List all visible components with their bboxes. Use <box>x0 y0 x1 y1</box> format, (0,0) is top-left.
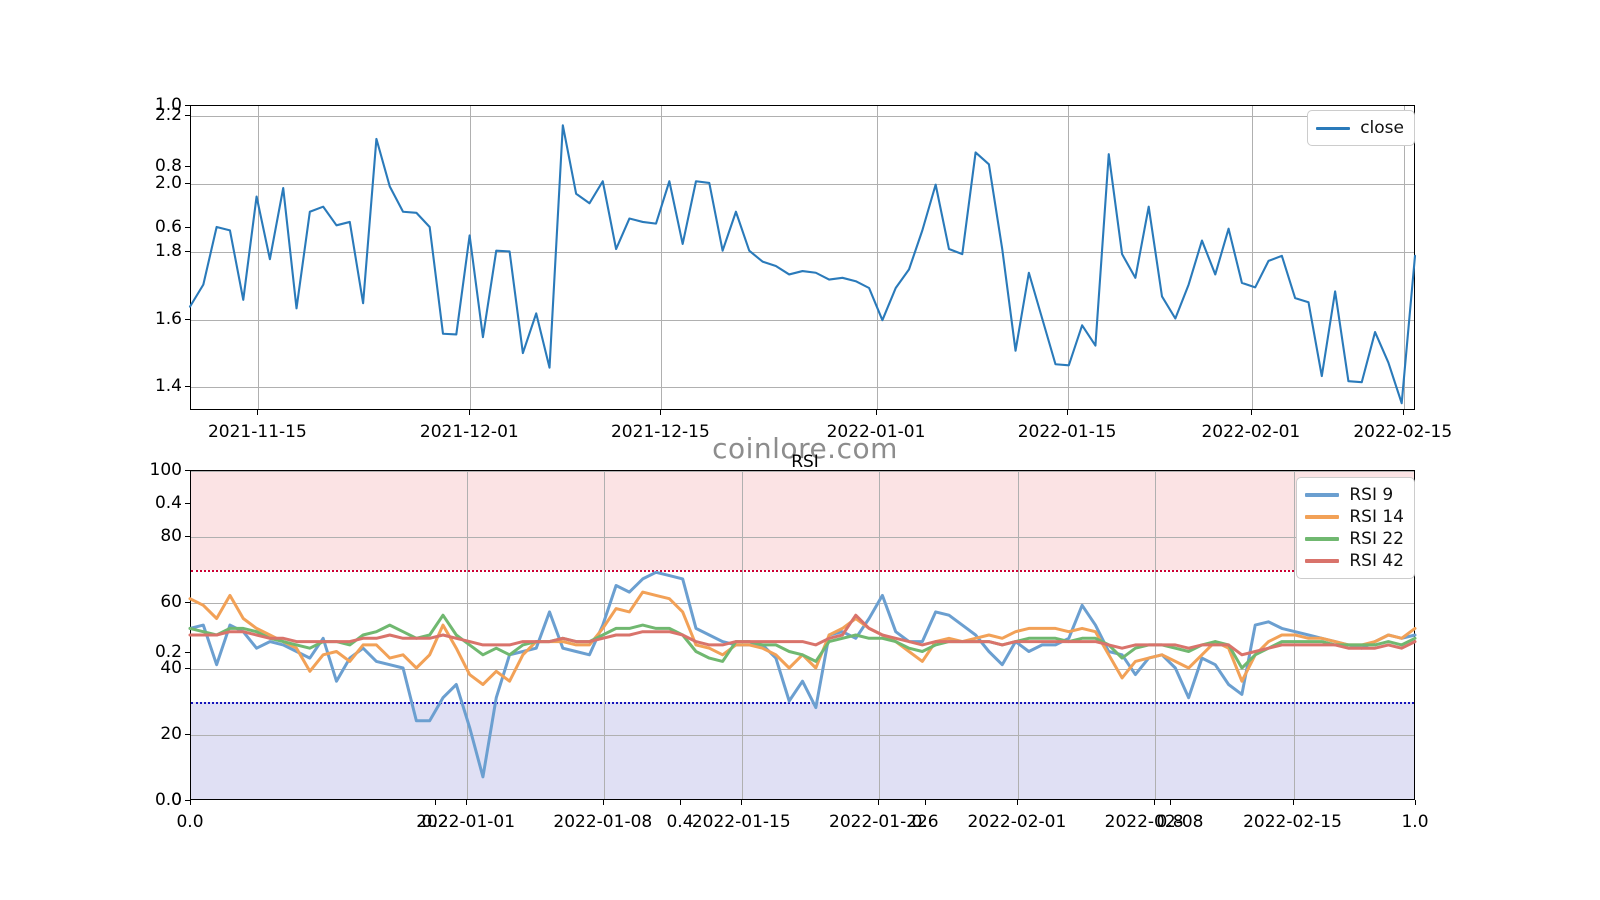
rsi-x-tick-label-numeric: 0.4 <box>666 812 694 832</box>
legend-color-swatch-icon <box>1305 537 1340 541</box>
price-x-tick-label: 2021-11-15 <box>207 422 307 442</box>
rsi-chart-panel: 100 80 60 40 20 0 0.4 0.2 0.0 2022-01-01 2022-01-0… <box>0 455 1600 900</box>
rsi-y-tick-label-overlay: 0.4 <box>154 493 182 513</box>
rsi-x-tick-label-numeric: 0.8 <box>1156 812 1184 832</box>
price-y-tick-label: 1.6 <box>154 308 182 329</box>
rsi-x-tick-label-date: 2022-02-15 <box>1243 812 1342 832</box>
rsi-x-tick-label-date: 2022-02-01 <box>967 812 1067 832</box>
price-x-tick-label: 2022-01-15 <box>1017 422 1117 442</box>
rsi-x-tick-label-numeric: 1.0 <box>1401 812 1429 832</box>
legend-color-swatch-icon <box>1305 559 1340 563</box>
rsi-y-tick-label-overlay: 0.0 <box>154 790 182 810</box>
rsi-x-tick-label-date: 2022-01-01 <box>416 812 516 832</box>
price-x-tick-label: 2021-12-01 <box>419 422 519 442</box>
rsi-y-tick-label-overlay: 0.2 <box>154 641 182 662</box>
price-chart-panel: 2.2 2.0 1.8 1.6 1.4 1.0 0.8 0.6 2021-11-15 2021-1… <box>154 95 1453 442</box>
rsi-legend[interactable]: RSI 9 RSI 14 RSI 22 RSI 42 <box>1296 477 1415 579</box>
price-y-tick-label: 2.0 <box>154 172 182 193</box>
overbought-band <box>191 471 1414 570</box>
rsi-y-tick-label: 60 <box>160 592 182 612</box>
rsi-line-series <box>188 570 1417 779</box>
legend-label: RSI 14 <box>1349 507 1404 527</box>
oversold-threshold-line <box>191 702 1414 704</box>
legend-label: RSI 22 <box>1349 529 1404 549</box>
legend-item[interactable]: RSI 9 <box>1305 484 1404 506</box>
rsi-panel-title: RSI <box>791 452 819 472</box>
price-y-tick-label-overlay: 1.0 <box>154 95 182 115</box>
rsi-x-tick-label-numeric: 0.6 <box>911 812 939 832</box>
price-y-tick-label-overlay: 0.6 <box>154 217 182 237</box>
price-y-tick-label: 1.4 <box>154 376 182 397</box>
price-line-series <box>188 124 1417 405</box>
oversold-band <box>191 702 1414 799</box>
legend-item[interactable]: RSI 22 <box>1305 528 1404 550</box>
price-y-tick-label: 1.8 <box>154 240 182 261</box>
rsi-x-tick-label-numeric: 0.0 <box>176 812 204 832</box>
legend-label: RSI 9 <box>1349 485 1394 505</box>
rsi-x-tick-label-date: 2022-01-08 <box>553 812 653 832</box>
rsi-y-tick-label: 40 <box>160 658 182 678</box>
rsi-y-tick-label: 20 <box>160 724 182 744</box>
price-x-tick-label: 2022-01-01 <box>826 422 926 442</box>
legend-color-swatch-icon <box>1316 126 1351 130</box>
price-y-tick-label-overlay: 0.8 <box>154 156 182 176</box>
price-x-tick-label: 2022-02-01 <box>1201 422 1301 442</box>
legend-label: close <box>1360 118 1404 138</box>
price-y-tick-label: 2.2 <box>154 105 182 126</box>
price-x-tick-label: 2022-02-15 <box>1353 422 1453 442</box>
legend-item[interactable]: RSI 14 <box>1305 506 1404 528</box>
price-legend[interactable]: close <box>1307 110 1415 146</box>
legend-color-swatch-icon <box>1305 515 1340 519</box>
price-plot-area <box>190 105 1415 410</box>
legend-item[interactable]: RSI 42 <box>1305 550 1404 572</box>
rsi-plot-area <box>190 470 1415 800</box>
price-x-tick-label: 2021-12-15 <box>610 422 710 442</box>
legend-item[interactable]: close <box>1316 117 1404 139</box>
overbought-threshold-line <box>191 570 1414 572</box>
rsi-x-tick-label-numeric: 0.2 <box>421 812 449 832</box>
watermark: coinlore.com <box>712 432 898 465</box>
rsi-x-tick-label-date: 2022-02-08 <box>1104 812 1204 832</box>
legend-color-swatch-icon <box>1305 493 1340 497</box>
legend-label: RSI 42 <box>1349 551 1404 571</box>
rsi-y-tick-label: 100 <box>149 460 182 480</box>
rsi-x-tick-label-date: 2022-01-15 <box>691 812 791 832</box>
rsi-x-tick-label-date: 2022-01-22 <box>829 812 928 832</box>
rsi-y-tick-label: 80 <box>160 526 182 546</box>
rsi-y-tick-label: 0 <box>171 790 182 810</box>
